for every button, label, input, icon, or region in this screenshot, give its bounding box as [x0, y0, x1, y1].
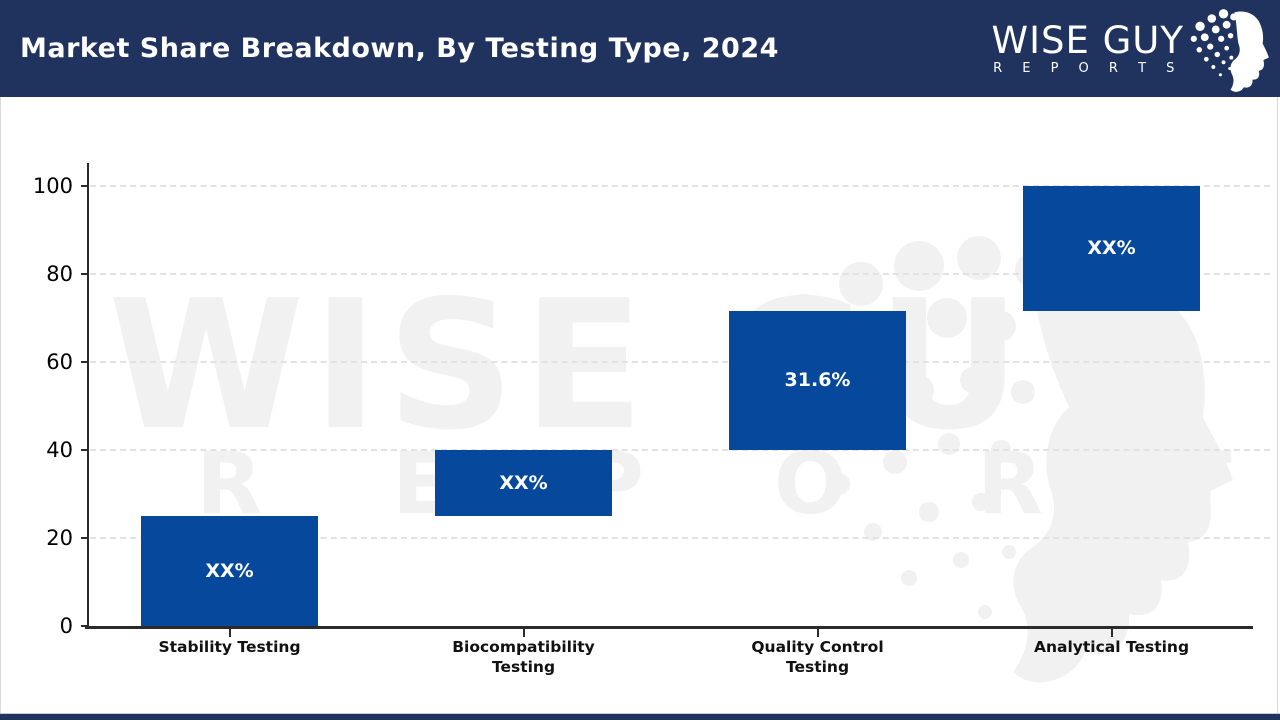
y-tick-60 — [81, 361, 89, 363]
bar-3 — [729, 310, 906, 450]
bar-2 — [435, 450, 612, 516]
y-axis-spine — [87, 163, 89, 628]
y-gridline-40 — [90, 449, 1270, 451]
watermark-face-icon — [759, 236, 1233, 683]
bar-4 — [1023, 186, 1200, 311]
y-tick-label-40: 40 — [46, 438, 73, 462]
bar-value-label-4: XX% — [1087, 237, 1136, 260]
y-gridline-60 — [90, 361, 1270, 363]
x-category-label-line: Stability Testing — [158, 638, 301, 656]
bar-value-label-1: XX% — [205, 560, 254, 582]
bar-value-label-3: 31.6% — [784, 369, 851, 392]
y-tick-20 — [81, 537, 89, 539]
y-tick-80 — [81, 273, 89, 275]
y-gridline-20 — [90, 537, 1270, 539]
page-title: Market Share Breakdown, By Testing Type,… — [20, 33, 779, 64]
x-tick-1 — [228, 629, 231, 637]
x-tick-2 — [522, 629, 525, 637]
bar-value-label-2: XX% — [499, 472, 548, 494]
x-category-label-line: Testing — [785, 658, 850, 676]
x-category-label-line: Biocompatibility — [452, 638, 595, 656]
y-gridline-100 — [90, 185, 1270, 187]
brand-logo: WISE GUY R E P O R T S — [992, 6, 1272, 92]
x-axis-spine — [85, 626, 1253, 629]
y-tick-label-0: 0 — [59, 614, 73, 638]
footer-bar — [0, 713, 1280, 720]
brand-face-icon — [1190, 9, 1269, 92]
card-border-right — [1277, 97, 1278, 713]
x-category-label-4: Analytical Testing — [962, 637, 1262, 657]
x-category-label-line: Quality Control — [751, 638, 884, 656]
y-tick-40 — [81, 449, 89, 451]
x-category-label-line: Testing — [491, 658, 556, 676]
watermark-wordmark: WISE GUY — [108, 262, 1166, 469]
brand-wordmark: WISE GUY — [991, 18, 1184, 62]
y-tick-label-20: 20 — [46, 526, 73, 550]
bar-1 — [141, 516, 318, 626]
brand-logo-text: WISE GUY R E P O R T S — [991, 18, 1184, 77]
x-tick-3 — [816, 629, 819, 637]
y-tick-label-100: 100 — [32, 174, 73, 198]
x-category-label-line: Analytical Testing — [1033, 638, 1190, 656]
header: Market Share Breakdown, By Testing Type,… — [0, 0, 1280, 97]
x-category-label-3: Quality Control Testing — [668, 637, 968, 677]
x-category-label-2: Biocompatibility Testing — [374, 637, 674, 677]
y-tick-100 — [81, 185, 89, 187]
brand-reports-text: R E P O R T S — [993, 61, 1183, 77]
y-gridline-80 — [90, 273, 1270, 275]
card-border-left — [0, 97, 1, 713]
y-tick-label-60: 60 — [46, 350, 73, 374]
y-tick-label-80: 80 — [46, 262, 73, 286]
x-tick-4 — [1110, 629, 1113, 637]
x-category-label-1: Stability Testing — [80, 637, 380, 657]
